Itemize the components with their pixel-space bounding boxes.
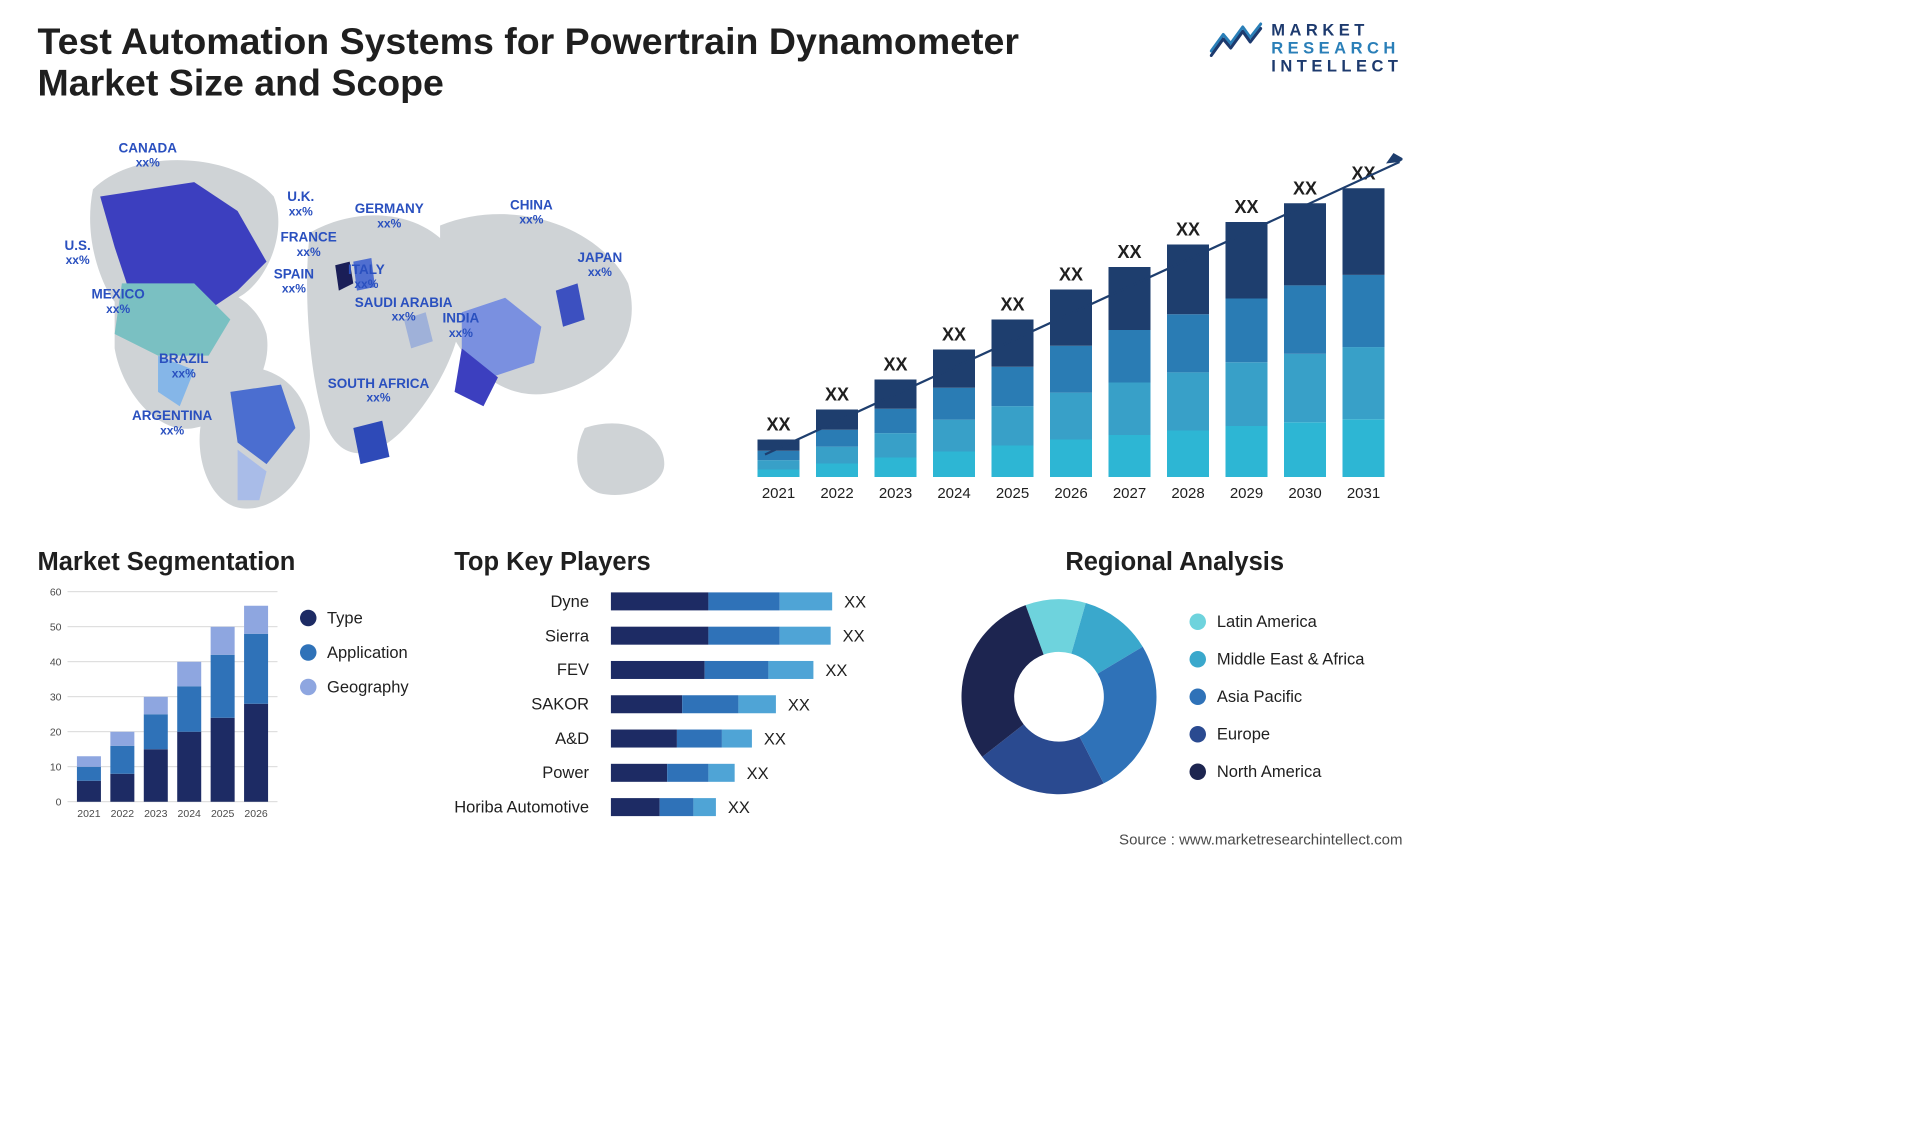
map-label: SAUDI ARABIAxx% (355, 295, 453, 324)
svg-text:XX: XX (844, 593, 866, 611)
svg-text:XX: XX (1117, 242, 1141, 262)
logo-line2: RESEARCH (1271, 39, 1402, 57)
svg-text:2023: 2023 (879, 485, 912, 502)
player-name: Horiba Automotive (454, 797, 589, 817)
regional-legend-item: Europe (1190, 725, 1365, 745)
player-name: Power (454, 763, 589, 783)
map-label: SOUTH AFRICAxx% (328, 376, 429, 405)
brand-logo: MARKET RESEARCH INTELLECT (1210, 21, 1403, 75)
regional-legend-item: North America (1190, 762, 1365, 782)
segmentation-legend-item: Type (300, 608, 409, 628)
regional-title: Regional Analysis (947, 548, 1403, 577)
growth-chart-svg: XX 2021 XX 2022 XX 2023 XX 2024 XX 2025 XX 2026 XX 20… (743, 117, 1403, 522)
map-label: U.K.xx% (287, 190, 314, 219)
regional-section: Regional Analysis Latin America Middle Ea… (947, 548, 1403, 825)
svg-text:2026: 2026 (244, 808, 268, 820)
segmentation-legend-item: Application (300, 643, 409, 663)
svg-text:2026: 2026 (1054, 485, 1087, 502)
svg-text:XX: XX (1293, 178, 1317, 198)
logo-mark-icon (1210, 21, 1263, 57)
svg-text:XX: XX (825, 385, 849, 405)
svg-text:XX: XX (788, 696, 810, 714)
svg-text:XX: XX (1000, 295, 1024, 315)
svg-text:2021: 2021 (77, 808, 101, 820)
map-label: JAPANxx% (578, 251, 623, 280)
svg-text:2021: 2021 (762, 485, 795, 502)
svg-text:2022: 2022 (820, 485, 853, 502)
svg-text:30: 30 (50, 692, 62, 704)
map-label: BRAZILxx% (159, 352, 209, 381)
map-label: CANADAxx% (119, 141, 178, 170)
svg-text:XX: XX (843, 628, 865, 646)
logo-line1: MARKET (1271, 21, 1402, 39)
svg-text:40: 40 (50, 657, 62, 669)
svg-text:50: 50 (50, 622, 62, 634)
svg-text:0: 0 (56, 797, 62, 809)
svg-text:2031: 2031 (1347, 485, 1380, 502)
map-label: ITALYxx% (348, 263, 385, 292)
player-name: Dyne (454, 592, 589, 612)
svg-text:XX: XX (1059, 265, 1083, 285)
map-label: CHINAxx% (510, 198, 553, 227)
map-label: FRANCExx% (281, 230, 337, 259)
map-label: MEXICOxx% (92, 287, 145, 316)
svg-text:XX: XX (747, 765, 769, 783)
regional-legend: Latin America Middle East & Africa Asia Pa… (1190, 612, 1365, 782)
svg-text:XX: XX (728, 799, 750, 817)
svg-text:2027: 2027 (1113, 485, 1146, 502)
growth-chart-panel: XX 2021 XX 2022 XX 2023 XX 2024 XX 2025 XX 2026 XX 20… (743, 117, 1403, 522)
page-title: Test Automation Systems for Powertrain D… (38, 21, 1051, 104)
segmentation-section: Market Segmentation 0 10 20 30 40 50 60 2021 202… (38, 548, 437, 825)
svg-text:2030: 2030 (1288, 485, 1321, 502)
svg-text:XX: XX (1234, 197, 1258, 217)
world-map-panel: CANADAxx% U.S.xx%MEXICOxx% BRAZILxx% ARGENT… (38, 117, 713, 522)
svg-text:XX: XX (942, 325, 966, 345)
players-chart-svg: XXXXXXXXXXXXXX (609, 584, 929, 824)
player-name: FEV (454, 660, 589, 680)
svg-text:10: 10 (50, 762, 62, 774)
players-section: Top Key Players Dyne Sierra FEV SAKOR A&D Pow… (454, 548, 929, 825)
segmentation-chart-svg: 0 10 20 30 40 50 60 2021 2022 2023 2024 2025 2026 (38, 584, 286, 824)
regional-legend-item: Latin America (1190, 612, 1365, 632)
svg-text:XX: XX (1351, 163, 1375, 183)
players-title: Top Key Players (454, 548, 929, 577)
svg-text:2024: 2024 (937, 485, 970, 502)
players-labels: Dyne Sierra FEV SAKOR A&D Power Horiba Automot… (454, 584, 593, 824)
segmentation-title: Market Segmentation (38, 548, 437, 577)
player-name: SAKOR (454, 694, 589, 714)
svg-text:60: 60 (50, 587, 62, 599)
svg-text:2024: 2024 (178, 808, 202, 820)
svg-text:2023: 2023 (144, 808, 168, 820)
svg-text:XX: XX (1176, 220, 1200, 240)
regional-donut-svg (947, 584, 1172, 809)
svg-text:2025: 2025 (996, 485, 1029, 502)
segmentation-legend-item: Geography (300, 677, 409, 697)
svg-text:2025: 2025 (211, 808, 235, 820)
player-name: Sierra (454, 626, 589, 646)
svg-text:2028: 2028 (1171, 485, 1204, 502)
player-name: A&D (454, 729, 589, 749)
regional-legend-item: Middle East & Africa (1190, 650, 1365, 670)
svg-text:2022: 2022 (111, 808, 135, 820)
segmentation-legend: Type Application Geography (300, 584, 409, 824)
source-attribution: Source : www.marketresearchintellect.com (1119, 832, 1402, 849)
map-label: GERMANYxx% (355, 202, 424, 231)
logo-line3: INTELLECT (1271, 57, 1402, 75)
map-label: ARGENTINAxx% (132, 409, 212, 438)
svg-text:XX: XX (826, 662, 848, 680)
map-label: U.S.xx% (65, 239, 91, 268)
map-label: INDIAxx% (443, 311, 480, 340)
svg-text:2029: 2029 (1230, 485, 1263, 502)
svg-text:XX: XX (766, 415, 790, 435)
map-label: SPAINxx% (274, 267, 314, 296)
svg-text:20: 20 (50, 727, 62, 739)
regional-legend-item: Asia Pacific (1190, 687, 1365, 707)
svg-text:XX: XX (883, 355, 907, 375)
svg-text:XX: XX (764, 731, 786, 749)
